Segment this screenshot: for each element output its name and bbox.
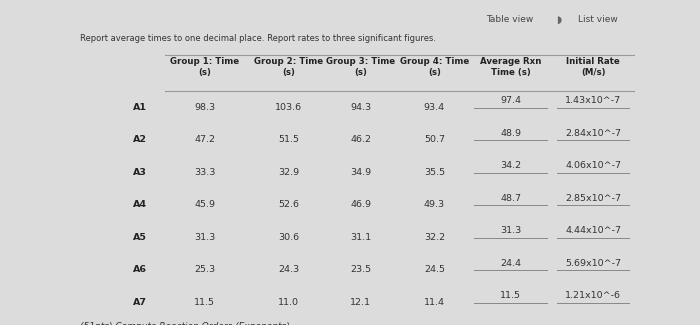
Text: 31.3: 31.3 (194, 233, 216, 242)
Text: 33.3: 33.3 (194, 168, 216, 177)
Text: 34.9: 34.9 (350, 168, 372, 177)
Text: 4.44x10^-7: 4.44x10^-7 (566, 226, 622, 235)
Text: Group 1: Time
(s): Group 1: Time (s) (170, 57, 239, 77)
Text: 1.21x10^-6: 1.21x10^-6 (566, 291, 622, 300)
Text: Group 4: Time
(s): Group 4: Time (s) (400, 57, 469, 77)
Text: 4.06x10^-7: 4.06x10^-7 (566, 161, 622, 170)
Text: A3: A3 (133, 168, 147, 177)
Text: 49.3: 49.3 (424, 200, 445, 209)
Text: Average Rxn
Time (s): Average Rxn Time (s) (480, 57, 541, 77)
Text: 24.4: 24.4 (500, 259, 522, 268)
Text: 5.69x10^-7: 5.69x10^-7 (566, 259, 622, 268)
Text: 1.43x10^-7: 1.43x10^-7 (565, 96, 622, 105)
Text: 98.3: 98.3 (194, 103, 216, 112)
Text: 11.4: 11.4 (424, 298, 445, 307)
Text: 45.9: 45.9 (195, 200, 216, 209)
Text: 47.2: 47.2 (195, 135, 216, 144)
Text: 46.9: 46.9 (351, 200, 372, 209)
Text: 12.1: 12.1 (351, 298, 372, 307)
Text: 31.1: 31.1 (350, 233, 372, 242)
Text: 11.5: 11.5 (500, 291, 522, 300)
Text: 11.0: 11.0 (279, 298, 300, 307)
Text: List view: List view (578, 15, 617, 24)
Text: 48.9: 48.9 (500, 129, 522, 138)
Text: A7: A7 (133, 298, 147, 307)
Text: 23.5: 23.5 (350, 265, 372, 274)
Text: 32.9: 32.9 (278, 168, 300, 177)
Text: 48.7: 48.7 (500, 194, 522, 203)
Text: 11.5: 11.5 (195, 298, 216, 307)
Text: 46.2: 46.2 (351, 135, 372, 144)
Text: 2.84x10^-7: 2.84x10^-7 (566, 129, 622, 138)
Text: Table view: Table view (486, 15, 533, 24)
Text: 103.6: 103.6 (275, 103, 302, 112)
Text: 50.7: 50.7 (424, 135, 445, 144)
Text: 93.4: 93.4 (424, 103, 445, 112)
Text: 35.5: 35.5 (424, 168, 445, 177)
Text: 34.2: 34.2 (500, 161, 522, 170)
Text: 24.3: 24.3 (278, 265, 300, 274)
Text: A6: A6 (133, 265, 147, 274)
Text: (51pts) Compute Reaction Orders (Exponents): (51pts) Compute Reaction Orders (Exponen… (80, 322, 290, 325)
Text: A5: A5 (133, 233, 147, 242)
Text: A1: A1 (133, 103, 147, 112)
Text: 52.6: 52.6 (279, 200, 300, 209)
Text: A4: A4 (133, 200, 147, 209)
Text: 25.3: 25.3 (194, 265, 216, 274)
Text: 24.5: 24.5 (424, 265, 445, 274)
Text: Group 2: Time
(s): Group 2: Time (s) (254, 57, 323, 77)
Text: 94.3: 94.3 (350, 103, 372, 112)
Text: 97.4: 97.4 (500, 96, 522, 105)
Text: 51.5: 51.5 (279, 135, 300, 144)
Text: Group 3: Time
(s): Group 3: Time (s) (326, 57, 396, 77)
Text: 30.6: 30.6 (278, 233, 300, 242)
Text: Report average times to one decimal place. Report rates to three significant fig: Report average times to one decimal plac… (80, 34, 437, 43)
Text: Initial Rate
(M/s): Initial Rate (M/s) (566, 57, 620, 77)
Text: 32.2: 32.2 (424, 233, 445, 242)
Text: ◗: ◗ (556, 15, 561, 25)
Text: A2: A2 (133, 135, 147, 144)
Text: 2.85x10^-7: 2.85x10^-7 (566, 194, 622, 203)
Text: 31.3: 31.3 (500, 226, 522, 235)
